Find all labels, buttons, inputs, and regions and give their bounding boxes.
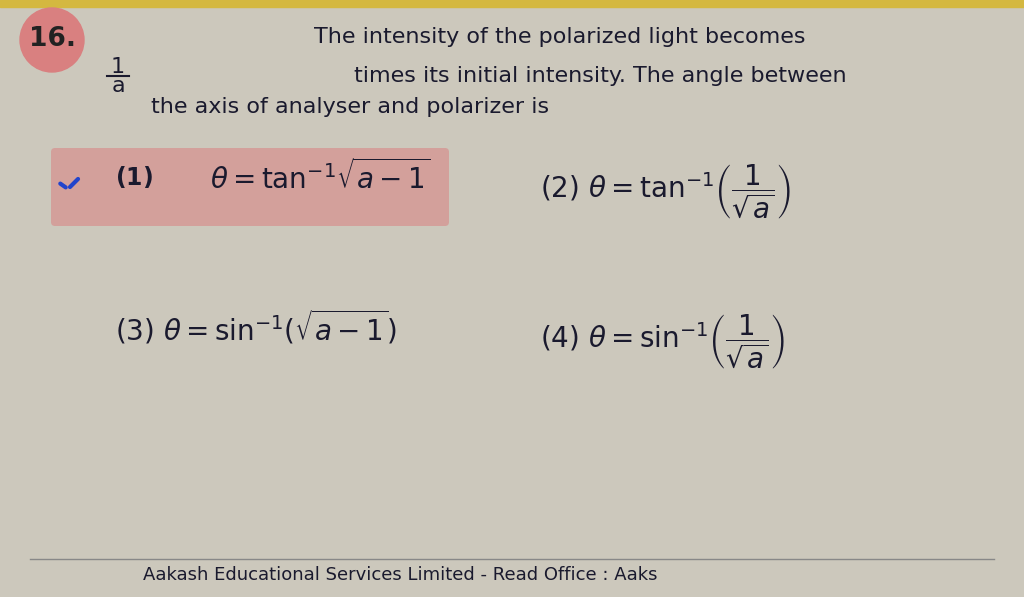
Text: $(2)\ \theta = \tan^{-1}\!\left(\dfrac{1}{\sqrt{a}}\right)$: $(2)\ \theta = \tan^{-1}\!\left(\dfrac{1… xyxy=(540,162,791,221)
Text: $(4)\ \theta = \sin^{-1}\!\left(\dfrac{1}{\sqrt{a}}\right)$: $(4)\ \theta = \sin^{-1}\!\left(\dfrac{1… xyxy=(540,313,785,371)
Text: $(3)\ \theta = \sin^{-1}\!(\sqrt{a-1})$: $(3)\ \theta = \sin^{-1}\!(\sqrt{a-1})$ xyxy=(115,307,397,346)
Bar xyxy=(0,0,1024,7)
Text: 16.: 16. xyxy=(29,26,76,52)
Text: Aakash Educational Services Limited - Read Office : Aaks: Aakash Educational Services Limited - Re… xyxy=(142,566,657,584)
FancyBboxPatch shape xyxy=(51,148,449,226)
Text: 1: 1 xyxy=(111,57,125,77)
Text: $\theta = \tan^{-1}\!\sqrt{a-1}$: $\theta = \tan^{-1}\!\sqrt{a-1}$ xyxy=(210,159,430,195)
Text: times its initial intensity. The angle between: times its initial intensity. The angle b… xyxy=(353,66,846,86)
Text: $\mathbf{(1)}$: $\mathbf{(1)}$ xyxy=(115,164,153,190)
Text: a: a xyxy=(112,76,125,96)
Text: the axis of analyser and polarizer is: the axis of analyser and polarizer is xyxy=(151,97,549,117)
Text: The intensity of the polarized light becomes: The intensity of the polarized light bec… xyxy=(314,27,806,47)
Circle shape xyxy=(20,8,84,72)
